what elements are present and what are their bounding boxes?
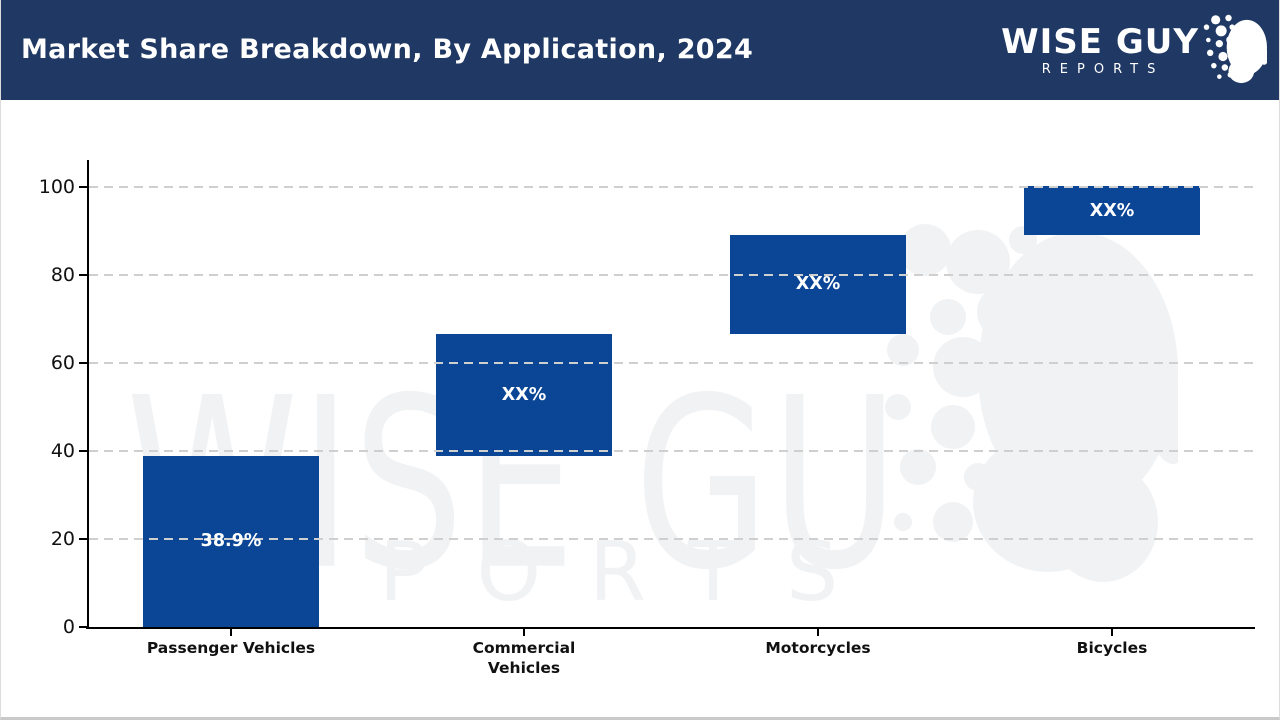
header: Market Share Breakdown, By Application, … — [1, 0, 1279, 100]
bar-value-label: XX% — [795, 274, 841, 295]
y-tick-mark — [79, 186, 87, 188]
logo-subtitle-text: REPORTS — [1041, 62, 1165, 77]
y-tick-label: 60 — [50, 352, 75, 374]
x-category-label: Passenger Vehicles — [146, 639, 316, 657]
y-tick-mark — [79, 538, 87, 540]
x-tick-mark — [1111, 629, 1113, 636]
y-tick-mark — [79, 450, 87, 452]
y-tick-label: 80 — [50, 264, 75, 286]
x-category-label: Motorcycles — [765, 639, 871, 657]
y-tick-label: 100 — [38, 176, 75, 198]
bar — [730, 234, 906, 334]
watermark-head-icon — [881, 224, 1178, 582]
x-tick-mark — [523, 629, 525, 636]
gridline — [89, 538, 1255, 540]
bar-value-label: 38.9% — [200, 531, 262, 552]
y-tick-label: 20 — [50, 528, 75, 550]
gridline — [89, 274, 1255, 276]
x-axis — [86, 627, 1255, 629]
bar — [143, 455, 319, 627]
bar — [436, 333, 612, 456]
y-tick-label: 40 — [50, 440, 75, 462]
logo-wordmark: WISE GUY REPORTS — [1001, 25, 1199, 77]
page-title: Market Share Breakdown, By Application, … — [21, 34, 754, 65]
bar — [1024, 186, 1200, 235]
y-tick-mark — [79, 274, 87, 276]
gridline — [89, 186, 1255, 188]
wise-guy-logo: WISE GUY REPORTS — [1001, 11, 1267, 91]
y-axis — [87, 160, 89, 629]
x-category-label: Commercial Vehicles — [472, 639, 576, 678]
y-tick-mark — [79, 362, 87, 364]
bar-value-label: XX% — [501, 384, 547, 405]
logo-title-text: WISE GUY — [1001, 22, 1199, 62]
logo-head-icon — [1203, 14, 1267, 84]
x-tick-mark — [817, 629, 819, 636]
watermark-subtitle: PORTS — [379, 525, 887, 620]
x-tick-mark — [230, 629, 232, 636]
y-tick-mark — [79, 626, 87, 628]
y-tick-label: 0 — [62, 616, 75, 638]
chart-area: WISE GU PORTS 0 20 40 60 80 100 38.9% Passenger… — [1, 100, 1279, 717]
bar-value-label: XX% — [1089, 200, 1135, 221]
gridline — [89, 362, 1255, 364]
x-category-label: Bicycles — [1076, 639, 1148, 657]
gridline — [89, 450, 1255, 452]
